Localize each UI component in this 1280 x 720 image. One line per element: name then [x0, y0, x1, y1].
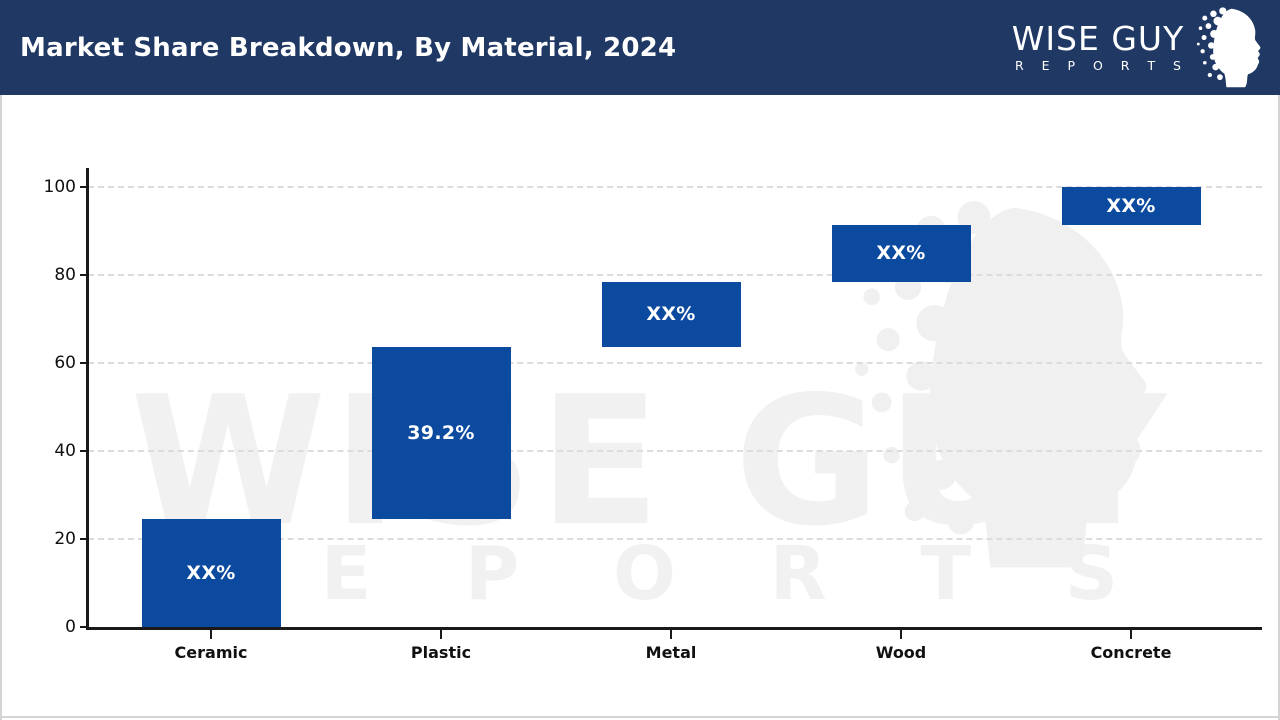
y-tick-mark-60 [80, 362, 88, 364]
bar-value-label-concrete: XX% [1106, 195, 1156, 218]
x-tick-mark-ceramic [210, 630, 212, 639]
header-bar: Market Share Breakdown, By Material, 202… [0, 0, 1280, 95]
bar-value-label-wood: XX% [876, 242, 926, 265]
y-tick-label-100: 100 [43, 177, 76, 197]
page-title: Market Share Breakdown, By Material, 202… [20, 32, 677, 63]
y-axis-line [86, 168, 89, 630]
bar-wood: XX% [831, 225, 971, 282]
wiseguy-logo: WISE GUY R E P O R T S [1008, 5, 1266, 91]
bar-ceramic: XX% [141, 519, 281, 627]
gridline-60 [88, 362, 1262, 364]
y-tick-mark-20 [80, 538, 88, 540]
gridline-40 [88, 450, 1262, 452]
x-category-label-wood: Wood [875, 643, 927, 662]
x-tick-mark-plastic [440, 630, 442, 639]
x-category-label-ceramic: Ceramic [174, 643, 248, 662]
y-tick-label-20: 20 [54, 529, 76, 549]
x-category-label-plastic: Plastic [410, 643, 472, 662]
bar-value-label-ceramic: XX% [186, 562, 236, 585]
y-tick-mark-100 [80, 186, 88, 188]
bar-plastic: 39.2% [371, 346, 511, 520]
bar-concrete: XX% [1061, 187, 1201, 226]
bar-value-label-plastic: 39.2% [407, 421, 475, 444]
y-tick-mark-0 [80, 626, 88, 628]
gridline-80 [88, 274, 1262, 276]
logo-wordmark: WISE GUY [1011, 19, 1185, 59]
x-tick-mark-concrete [1130, 630, 1132, 639]
x-category-label-metal: Metal [645, 643, 697, 662]
y-tick-label-60: 60 [54, 353, 76, 373]
x-tick-mark-wood [900, 630, 902, 639]
y-tick-mark-80 [80, 274, 88, 276]
gridline-20 [88, 538, 1262, 540]
x-axis-line [86, 627, 1262, 630]
logo-subtitle: R E P O R T S [1014, 58, 1188, 74]
y-tick-label-0: 0 [65, 617, 76, 637]
y-tick-label-40: 40 [54, 441, 76, 461]
bar-value-label-metal: XX% [646, 303, 696, 326]
x-tick-mark-metal [670, 630, 672, 639]
x-category-label-concrete: Concrete [1090, 643, 1172, 662]
gridline-100 [88, 186, 1262, 188]
y-tick-label-80: 80 [54, 265, 76, 285]
bar-metal: XX% [601, 281, 741, 347]
y-tick-mark-40 [80, 450, 88, 452]
bottom-border [0, 716, 1280, 718]
